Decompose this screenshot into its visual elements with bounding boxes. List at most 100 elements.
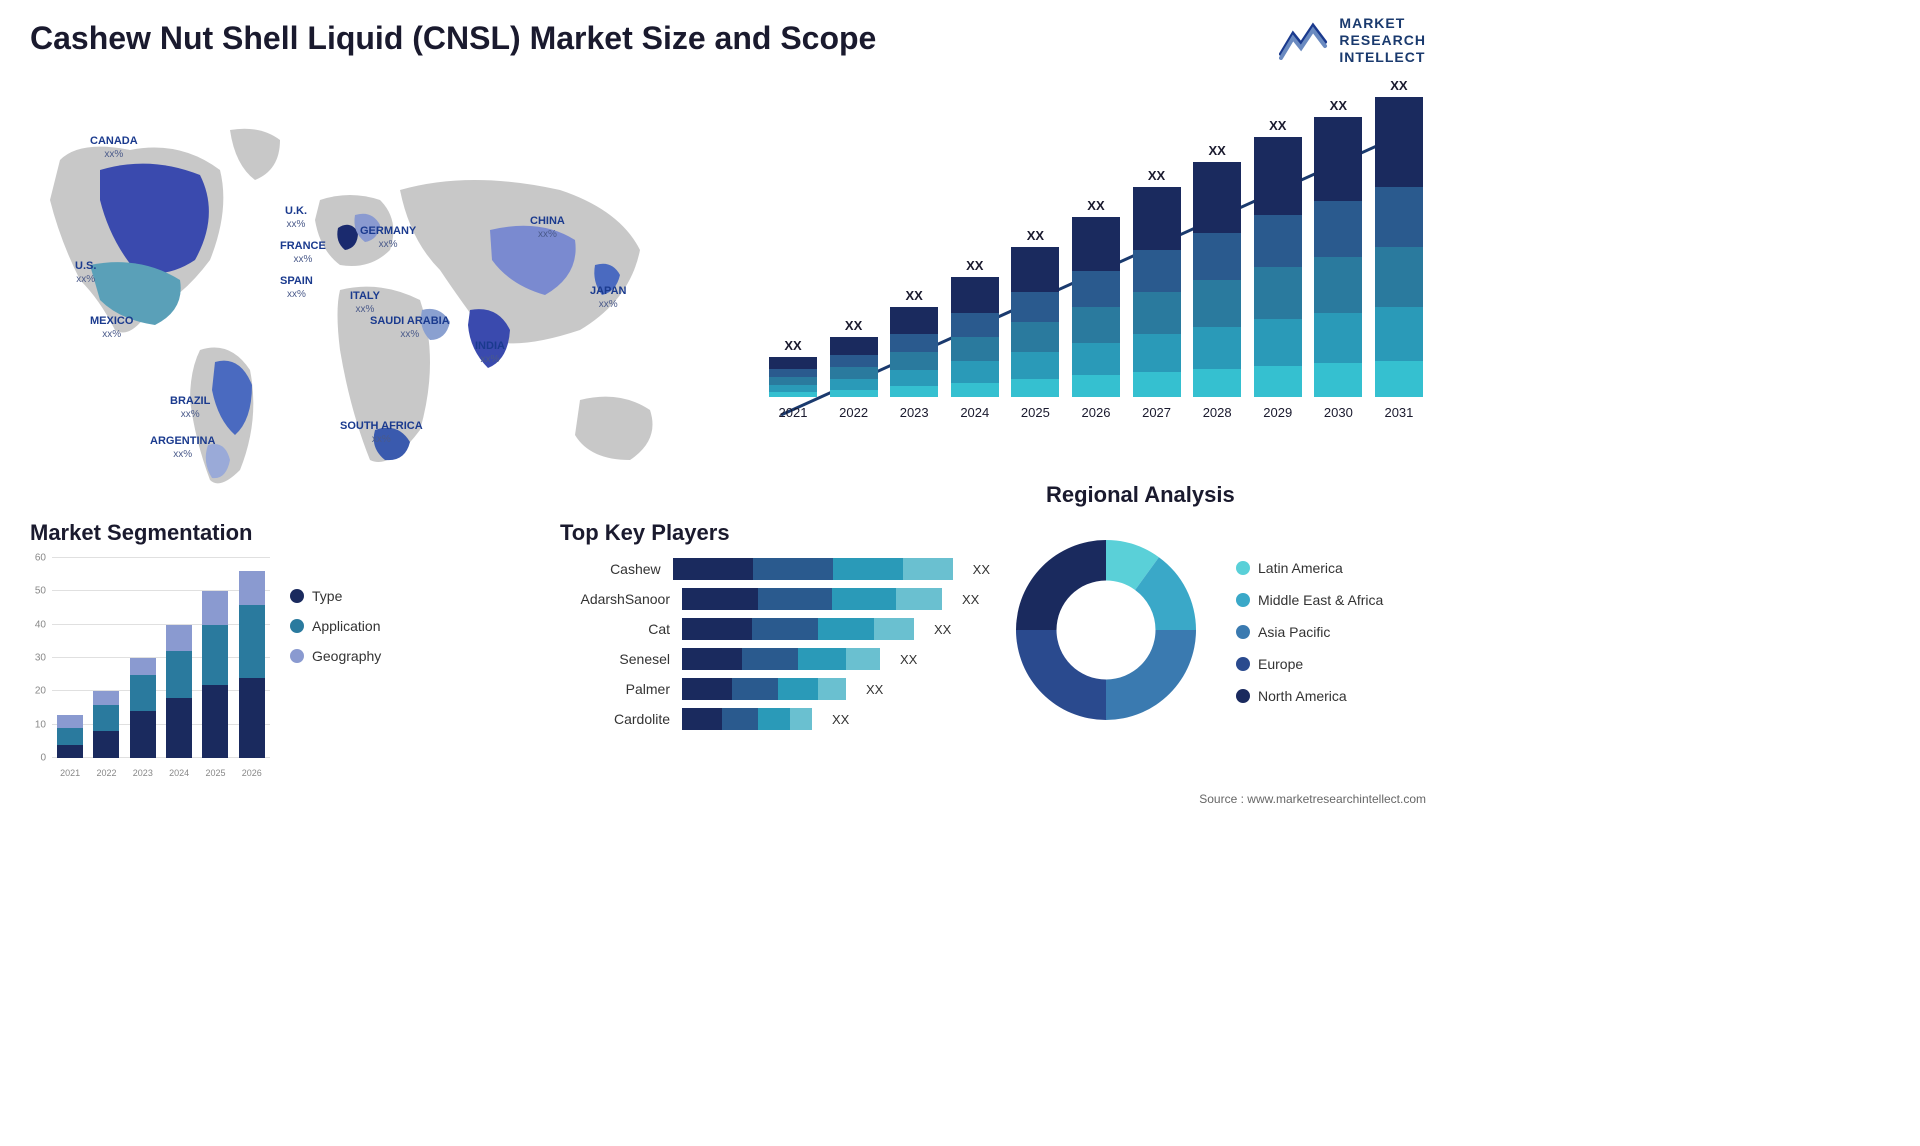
growth-bar-year: 2027: [1142, 405, 1171, 420]
market-segmentation-section: Market Segmentation 0102030405060 202120…: [30, 520, 440, 788]
growth-bar-year: 2024: [960, 405, 989, 420]
source-attribution: Source : www.marketresearchintellect.com: [1199, 792, 1426, 806]
seg-legend-item: Type: [290, 588, 381, 604]
player-name: Cashew: [560, 561, 661, 577]
player-value: XX: [866, 682, 883, 697]
growth-bar-year: 2026: [1082, 405, 1111, 420]
growth-bar-value: XX: [1087, 198, 1104, 213]
donut-slice: [1016, 630, 1106, 720]
regional-legend-item: Europe: [1236, 656, 1383, 672]
growth-bar-2023: XX 2023: [887, 288, 941, 420]
growth-bar-year: 2031: [1384, 405, 1413, 420]
logo-icon: [1279, 20, 1329, 60]
growth-bar-2024: XX 2024: [948, 258, 1002, 420]
growth-bar-value: XX: [1208, 143, 1225, 158]
logo-text-2: RESEARCH: [1339, 32, 1426, 49]
brand-logo: MARKET RESEARCH INTELLECT: [1279, 15, 1426, 65]
map-label-uk: U.K.xx%: [285, 205, 307, 231]
seg-bar-2026: [239, 571, 265, 758]
player-name: AdarshSanoor: [560, 591, 670, 607]
donut-slice: [1106, 630, 1196, 720]
player-value: XX: [962, 592, 979, 607]
map-label-southafrica: SOUTH AFRICAxx%: [340, 420, 423, 446]
map-label-germany: GERMANYxx%: [360, 225, 416, 251]
map-label-argentina: ARGENTINAxx%: [150, 435, 215, 461]
growth-bar-2031: XX 2031: [1372, 78, 1426, 420]
growth-bar-2022: XX 2022: [827, 318, 881, 420]
logo-text-1: MARKET: [1339, 15, 1426, 32]
player-row: Cat XX: [560, 618, 990, 640]
segmentation-legend: Type Application Geography: [290, 588, 381, 788]
map-label-saudiarabia: SAUDI ARABIAxx%: [370, 315, 450, 341]
player-name: Cardolite: [560, 711, 670, 727]
map-label-canada: CANADAxx%: [90, 135, 138, 161]
map-label-japan: JAPANxx%: [590, 285, 626, 311]
seg-legend-item: Geography: [290, 648, 381, 664]
growth-bar-value: XX: [845, 318, 862, 333]
regional-legend-item: Asia Pacific: [1236, 624, 1383, 640]
map-label-us: U.S.xx%: [75, 260, 96, 286]
player-row: Senesel XX: [560, 648, 990, 670]
regional-title: Regional Analysis: [1046, 482, 1235, 508]
regional-legend-item: Middle East & Africa: [1236, 592, 1383, 608]
map-label-india: INDIAxx%: [475, 340, 505, 366]
growth-bar-chart: XX 2021 XX 2022 XX 2023 XX 2024 XX 2025 XX 2026 XX 20…: [766, 100, 1426, 470]
regional-legend-item: Latin America: [1236, 560, 1383, 576]
growth-bar-2025: XX 2025: [1008, 228, 1062, 420]
growth-bar-value: XX: [966, 258, 983, 273]
world-map-section: CANADAxx% U.S.xx% MEXICOxx% BRAZILxx% ARGENT…: [20, 100, 720, 500]
player-name: Palmer: [560, 681, 670, 697]
map-label-france: FRANCExx%: [280, 240, 326, 266]
player-name: Senesel: [560, 651, 670, 667]
seg-bar-2025: [202, 591, 228, 758]
growth-bar-2029: XX 2029: [1251, 118, 1305, 420]
player-value: XX: [934, 622, 951, 637]
map-label-italy: ITALYxx%: [350, 290, 380, 316]
seg-bar-2023: [130, 658, 156, 758]
growth-bar-year: 2022: [839, 405, 868, 420]
regional-legend: Latin America Middle East & Africa Asia Pa…: [1236, 560, 1383, 730]
key-players-section: Top Key Players CashewXXAdarshSanoorXXCa…: [560, 520, 990, 738]
growth-bar-2028: XX 2028: [1190, 143, 1244, 420]
growth-bar-year: 2025: [1021, 405, 1050, 420]
seg-bar-2024: [166, 625, 192, 758]
growth-bar-year: 2023: [900, 405, 929, 420]
growth-bar-2030: XX 2030: [1311, 98, 1365, 420]
segmentation-chart: 0102030405060 202120222023202420252026: [30, 558, 270, 788]
growth-bar-value: XX: [906, 288, 923, 303]
player-row: Palmer XX: [560, 678, 990, 700]
regional-legend-item: North America: [1236, 688, 1383, 704]
growth-bar-2026: XX 2026: [1069, 198, 1123, 420]
logo-text-3: INTELLECT: [1339, 49, 1426, 66]
growth-bar-value: XX: [1390, 78, 1407, 93]
growth-bar-value: XX: [1269, 118, 1286, 133]
donut-slice: [1016, 540, 1106, 630]
player-value: XX: [973, 562, 990, 577]
growth-bar-year: 2030: [1324, 405, 1353, 420]
map-label-brazil: BRAZILxx%: [170, 395, 210, 421]
growth-bar-year: 2029: [1263, 405, 1292, 420]
segmentation-title: Market Segmentation: [30, 520, 440, 546]
growth-bar-value: XX: [1148, 168, 1165, 183]
growth-bar-value: XX: [784, 338, 801, 353]
player-row: Cardolite XX: [560, 708, 990, 730]
map-label-mexico: MEXICOxx%: [90, 315, 133, 341]
growth-bar-2021: XX 2021: [766, 338, 820, 420]
growth-bar-year: 2028: [1203, 405, 1232, 420]
growth-bar-value: XX: [1027, 228, 1044, 243]
seg-legend-item: Application: [290, 618, 381, 634]
regional-donut-chart: [1006, 530, 1206, 730]
seg-bar-2022: [93, 691, 119, 758]
growth-bar-2027: XX 2027: [1130, 168, 1184, 420]
player-row: AdarshSanoor XX: [560, 588, 990, 610]
map-label-spain: SPAINxx%: [280, 275, 313, 301]
growth-bar-year: 2021: [779, 405, 808, 420]
player-row: Cashew XX: [560, 558, 990, 580]
growth-bar-value: XX: [1330, 98, 1347, 113]
regional-analysis-section: Regional Analysis Latin AmericaMiddle Ea…: [1006, 520, 1426, 730]
player-name: Cat: [560, 621, 670, 637]
seg-bar-2021: [57, 715, 83, 758]
player-value: XX: [900, 652, 917, 667]
player-value: XX: [832, 712, 849, 727]
map-label-china: CHINAxx%: [530, 215, 565, 241]
